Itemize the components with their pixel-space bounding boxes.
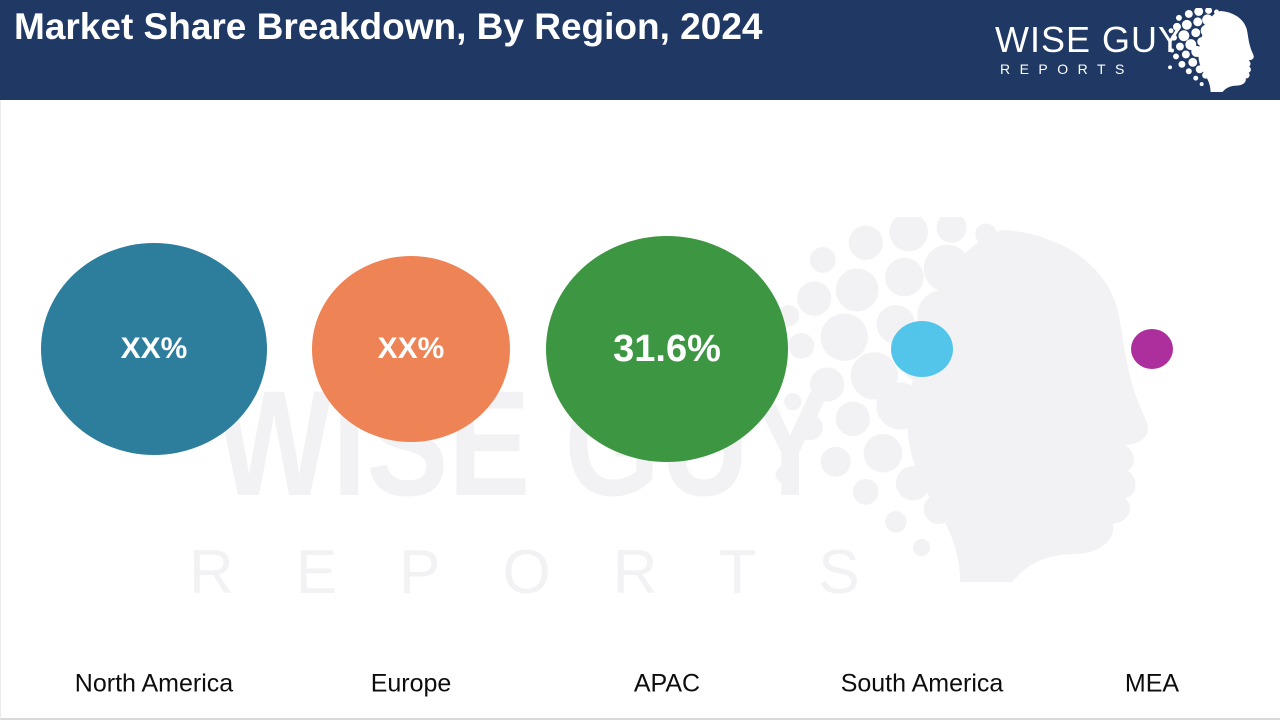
category-label-europe: Europe [370, 669, 452, 698]
watermark-face-icon [771, 217, 1201, 582]
bubble-south-america [891, 321, 953, 377]
brand-name: WISE GUY [994, 19, 1183, 60]
bubble-value-label: XX% [120, 332, 188, 365]
bubble-apac: 31.6% [546, 236, 788, 462]
wiseguy-face-logo-icon [1167, 8, 1266, 92]
bubble-mea [1131, 329, 1173, 369]
page-title: Market Share Breakdown, By Region, 2024 [14, 6, 763, 47]
brand-subtitle: REPORTS [999, 61, 1134, 77]
category-label-south-america: South America [840, 669, 1004, 698]
brand-logo-text: WISE GUY REPORTS [994, 19, 1183, 78]
category-label-apac: APAC [633, 669, 701, 698]
bubble-value-label: 31.6% [613, 327, 721, 370]
category-label-mea: MEA [1124, 669, 1180, 698]
brand-logo: WISE GUY REPORTS [995, 8, 1266, 92]
bubble-north-america: XX% [41, 243, 267, 455]
bubble-chart: WISE GUY REPORTS XX% XX% 31.6% North Ame… [0, 100, 1280, 720]
bubble-value-label: XX% [377, 332, 445, 365]
category-label-north-america: North America [74, 669, 234, 698]
header-bar: Market Share Breakdown, By Region, 2024 … [0, 0, 1280, 100]
bubble-europe: XX% [312, 256, 510, 442]
watermark-text-reports: REPORTS [189, 538, 922, 607]
